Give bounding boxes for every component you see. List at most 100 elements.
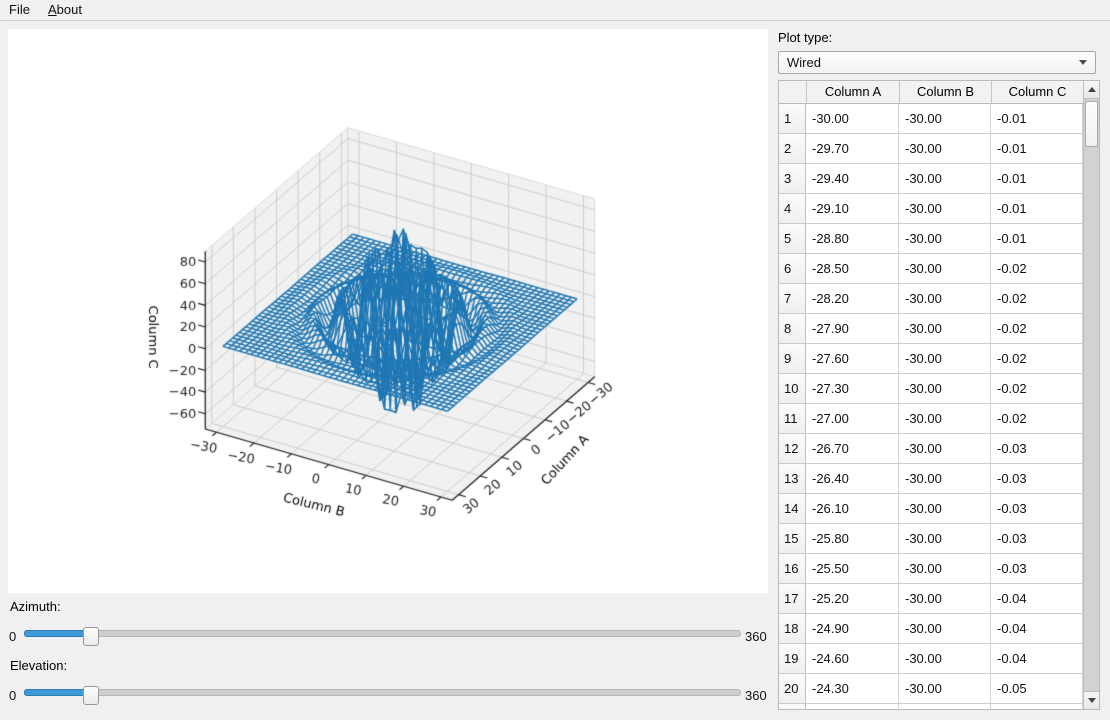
table-row[interactable]: 1 -30.00 -30.00 -0.01: [779, 104, 1099, 134]
menu-file[interactable]: File: [9, 2, 30, 17]
cell-column-c[interactable]: -0.01: [991, 134, 1083, 164]
cell-column-c[interactable]: -0.02: [991, 284, 1083, 314]
table-row[interactable]: 6 -28.50 -30.00 -0.02: [779, 254, 1099, 284]
table-row[interactable]: 16 -25.50 -30.00 -0.03: [779, 554, 1099, 584]
plot-type-select[interactable]: Wired: [778, 51, 1096, 74]
table-row[interactable]: 2 -29.70 -30.00 -0.01: [779, 134, 1099, 164]
elevation-slider-handle[interactable]: [82, 686, 99, 705]
cell-column-b[interactable]: [899, 704, 991, 709]
cell-column-c[interactable]: -0.02: [991, 254, 1083, 284]
azimuth-slider-handle[interactable]: [82, 627, 99, 646]
menu-about[interactable]: About: [39, 0, 91, 20]
cell-column-b[interactable]: -30.00: [899, 644, 991, 674]
cell-column-b[interactable]: -30.00: [899, 614, 991, 644]
scroll-up-button[interactable]: [1084, 81, 1099, 99]
cell-column-b[interactable]: -30.00: [899, 254, 991, 284]
cell-column-b[interactable]: -30.00: [899, 524, 991, 554]
cell-column-a[interactable]: -27.00: [806, 404, 899, 434]
cell-column-b[interactable]: -30.00: [899, 284, 991, 314]
cell-column-a[interactable]: -26.40: [806, 464, 899, 494]
cell-column-a[interactable]: -25.80: [806, 524, 899, 554]
cell-column-a[interactable]: -30.00: [806, 104, 899, 134]
cell-column-b[interactable]: -30.00: [899, 314, 991, 344]
cell-column-a[interactable]: -25.50: [806, 554, 899, 584]
cell-column-a[interactable]: -24.30: [806, 674, 899, 704]
cell-column-c[interactable]: -0.03: [991, 494, 1083, 524]
cell-column-a[interactable]: -24.60: [806, 644, 899, 674]
table-row[interactable]: 5 -28.80 -30.00 -0.01: [779, 224, 1099, 254]
cell-column-c[interactable]: -0.03: [991, 554, 1083, 584]
elevation-slider-track[interactable]: [24, 689, 741, 696]
table-row[interactable]: 20 -24.30 -30.00 -0.05: [779, 674, 1099, 704]
cell-column-b[interactable]: -30.00: [899, 554, 991, 584]
cell-column-a[interactable]: -26.10: [806, 494, 899, 524]
cell-column-b[interactable]: -30.00: [899, 434, 991, 464]
cell-column-a[interactable]: -27.30: [806, 374, 899, 404]
cell-column-b[interactable]: -30.00: [899, 194, 991, 224]
table-row[interactable]: 14 -26.10 -30.00 -0.03: [779, 494, 1099, 524]
table-row[interactable]: 13 -26.40 -30.00 -0.03: [779, 464, 1099, 494]
cell-column-a[interactable]: -28.50: [806, 254, 899, 284]
cell-column-b[interactable]: -30.00: [899, 164, 991, 194]
table-row[interactable]: 12 -26.70 -30.00 -0.03: [779, 434, 1099, 464]
cell-column-c[interactable]: -0.02: [991, 344, 1083, 374]
cell-column-b[interactable]: -30.00: [899, 584, 991, 614]
cell-column-a[interactable]: -27.90: [806, 314, 899, 344]
table-row[interactable]: 7 -28.20 -30.00 -0.02: [779, 284, 1099, 314]
cell-column-b[interactable]: -30.00: [899, 224, 991, 254]
cell-column-a[interactable]: -29.70: [806, 134, 899, 164]
cell-column-c[interactable]: -0.05: [991, 674, 1083, 704]
table-row[interactable]: 17 -25.20 -30.00 -0.04: [779, 584, 1099, 614]
cell-column-a[interactable]: -25.20: [806, 584, 899, 614]
cell-column-c[interactable]: [991, 704, 1083, 709]
cell-column-a[interactable]: -26.70: [806, 434, 899, 464]
table-row[interactable]: 8 -27.90 -30.00 -0.02: [779, 314, 1099, 344]
column-header-c[interactable]: Column C: [991, 81, 1083, 103]
cell-column-c[interactable]: -0.03: [991, 434, 1083, 464]
cell-column-b[interactable]: -30.00: [899, 134, 991, 164]
cell-column-a[interactable]: -24.90: [806, 614, 899, 644]
cell-column-c[interactable]: -0.01: [991, 194, 1083, 224]
plot-canvas[interactable]: [8, 29, 768, 593]
cell-column-c[interactable]: -0.01: [991, 164, 1083, 194]
cell-column-b[interactable]: -30.00: [899, 404, 991, 434]
table-row[interactable]: 11 -27.00 -30.00 -0.02: [779, 404, 1099, 434]
table-row[interactable]: 15 -25.80 -30.00 -0.03: [779, 524, 1099, 554]
table-row[interactable]: 3 -29.40 -30.00 -0.01: [779, 164, 1099, 194]
cell-column-c[interactable]: -0.01: [991, 104, 1083, 134]
elevation-slider[interactable]: [24, 686, 741, 705]
scrollbar-thumb[interactable]: [1085, 101, 1098, 147]
cell-column-a[interactable]: -28.80: [806, 224, 899, 254]
scroll-down-button[interactable]: [1084, 691, 1099, 709]
cell-column-b[interactable]: -30.00: [899, 104, 991, 134]
cell-column-c[interactable]: -0.04: [991, 584, 1083, 614]
cell-column-c[interactable]: -0.03: [991, 464, 1083, 494]
cell-column-b[interactable]: -30.00: [899, 674, 991, 704]
table-scrollbar[interactable]: [1083, 81, 1099, 709]
cell-column-c[interactable]: -0.03: [991, 524, 1083, 554]
table-row[interactable]: 9 -27.60 -30.00 -0.02: [779, 344, 1099, 374]
cell-column-b[interactable]: -30.00: [899, 494, 991, 524]
cell-column-c[interactable]: -0.02: [991, 314, 1083, 344]
cell-column-c[interactable]: -0.01: [991, 224, 1083, 254]
column-header-b[interactable]: Column B: [899, 81, 991, 103]
cell-column-b[interactable]: -30.00: [899, 464, 991, 494]
cell-column-c[interactable]: -0.02: [991, 404, 1083, 434]
table-row[interactable]: 4 -29.10 -30.00 -0.01: [779, 194, 1099, 224]
cell-column-a[interactable]: -29.40: [806, 164, 899, 194]
cell-column-b[interactable]: -30.00: [899, 374, 991, 404]
cell-column-c[interactable]: -0.04: [991, 614, 1083, 644]
cell-column-a[interactable]: -28.20: [806, 284, 899, 314]
cell-column-b[interactable]: -30.00: [899, 344, 991, 374]
cell-column-a[interactable]: [806, 704, 899, 709]
cell-column-a[interactable]: -29.10: [806, 194, 899, 224]
table-row[interactable]: 18 -24.90 -30.00 -0.04: [779, 614, 1099, 644]
column-header-a[interactable]: Column A: [806, 81, 899, 103]
cell-column-c[interactable]: -0.04: [991, 644, 1083, 674]
azimuth-slider-track[interactable]: [24, 630, 741, 637]
table-row[interactable]: 10 -27.30 -30.00 -0.02: [779, 374, 1099, 404]
table-row[interactable]: 19 -24.60 -30.00 -0.04: [779, 644, 1099, 674]
cell-column-c[interactable]: -0.02: [991, 374, 1083, 404]
cell-column-a[interactable]: -27.60: [806, 344, 899, 374]
azimuth-slider[interactable]: [24, 627, 741, 646]
